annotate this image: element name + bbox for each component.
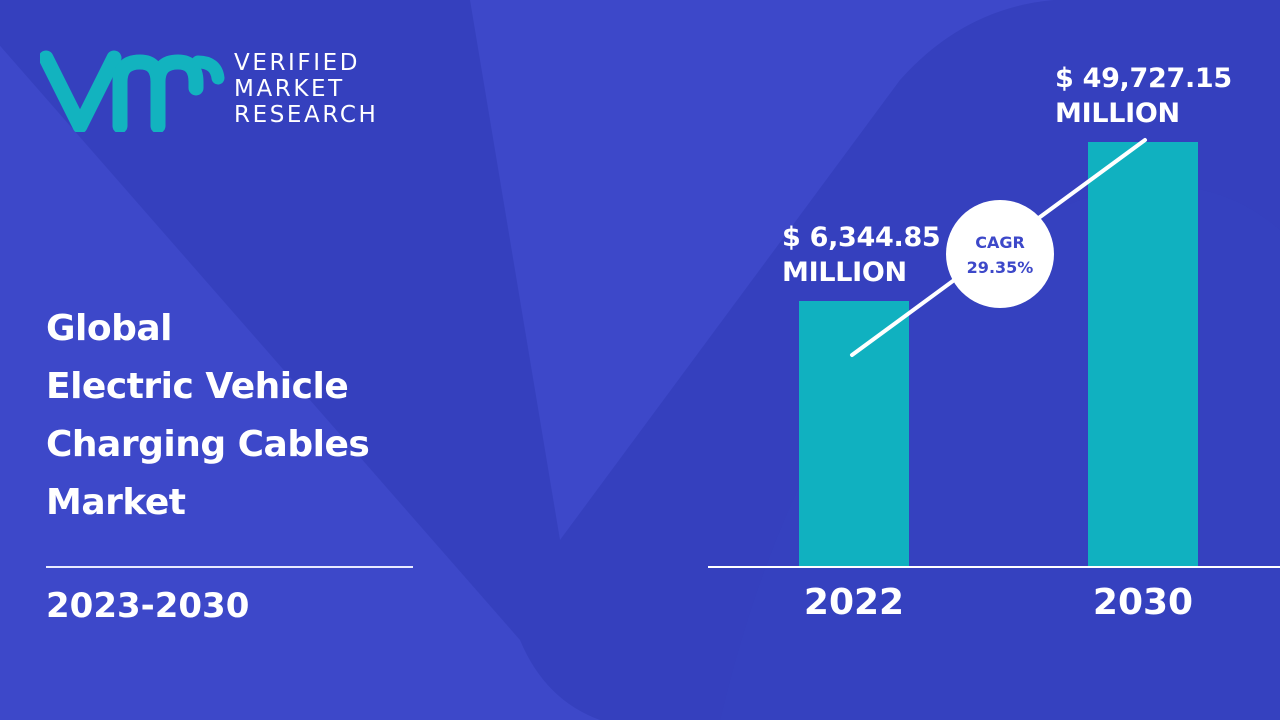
x-tick-2030: 2030: [1093, 582, 1193, 623]
title-line-3: Charging Cables: [46, 424, 370, 465]
vmr-logo-icon: [40, 50, 225, 132]
bar-unit-label-2022: MILLION: [782, 257, 907, 288]
market-size-chart: $ 6,344.85 MILLION 2022 $ 49,727.15 MILLION 2…: [708, 63, 1280, 623]
cagr-value: 29.35%: [967, 258, 1034, 277]
brand-line-1: VERIFIED: [234, 50, 361, 76]
bar-unit-label-2030: MILLION: [1055, 98, 1180, 129]
brand-line-2: MARKET: [234, 76, 345, 102]
title-line-4: Market: [46, 482, 186, 523]
cagr-badge: [946, 200, 1054, 308]
report-title: Global Electric Vehicle Charging Cables …: [46, 300, 446, 532]
brand-wordmark: VERIFIED MARKET RESEARCH: [234, 50, 378, 128]
title-line-2: Electric Vehicle: [46, 366, 349, 407]
bar-2030: [1088, 142, 1198, 567]
brand-line-3: RESEARCH: [234, 102, 379, 128]
brand-logo: VERIFIED MARKET RESEARCH: [40, 48, 400, 132]
title-line-1: Global: [46, 308, 173, 349]
bar-value-label-2030: $ 49,727.15: [1055, 63, 1232, 94]
title-divider: [46, 566, 413, 568]
forecast-period: 2023-2030: [46, 586, 250, 626]
x-tick-2022: 2022: [804, 582, 904, 623]
cagr-label: CAGR: [975, 233, 1025, 252]
bar-value-label-2022: $ 6,344.85: [782, 222, 940, 253]
bar-2022: [799, 301, 909, 567]
